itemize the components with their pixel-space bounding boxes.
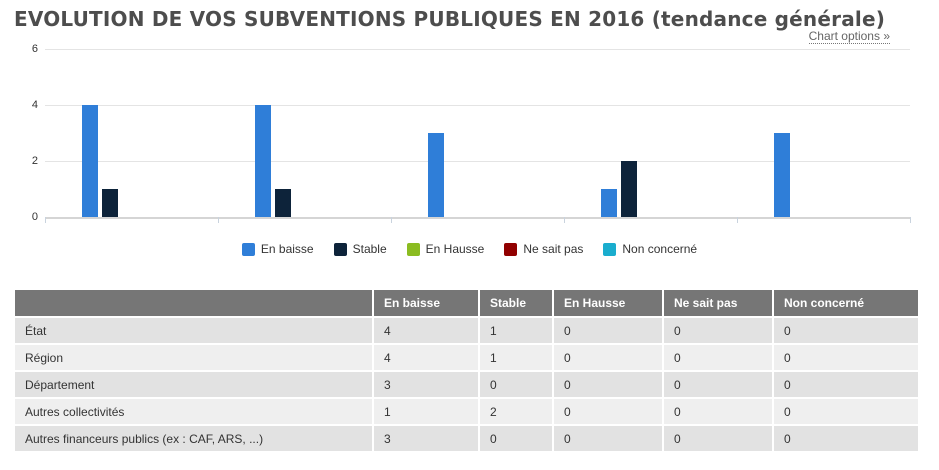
chart-options-row: Chart options » bbox=[808, 29, 890, 44]
bar-stable-tat bbox=[102, 189, 118, 217]
x-axis-tick bbox=[218, 217, 219, 223]
bar-stable-r-gion bbox=[275, 189, 291, 217]
legend-item-stable[interactable]: Stable bbox=[333, 242, 387, 256]
results-table: En baisse Stable En Hausse Ne sait pas Non c… bbox=[13, 288, 920, 453]
cell-ne-sait-pas: 0 bbox=[664, 345, 772, 370]
cell-ne-sait-pas: 0 bbox=[664, 372, 772, 397]
table-row: Département 3 0 0 0 0 bbox=[15, 372, 918, 397]
cell-stable: 2 bbox=[480, 399, 552, 424]
legend-item-non-concern[interactable]: Non concerné bbox=[603, 242, 697, 256]
column-header-stable: Stable bbox=[480, 290, 552, 316]
cell-en-hausse: 0 bbox=[554, 426, 662, 451]
cell-en-baisse: 4 bbox=[374, 318, 478, 343]
chart-options-link[interactable]: Chart options » bbox=[808, 29, 890, 44]
x-axis-tick bbox=[737, 217, 738, 223]
x-axis-line bbox=[45, 217, 911, 219]
cell-ne-sait-pas: 0 bbox=[664, 399, 772, 424]
table-row: Autres financeurs publics (ex : CAF, ARS… bbox=[15, 426, 918, 451]
legend-item-en-hausse[interactable]: En Hausse bbox=[406, 242, 485, 256]
cell-en-baisse: 3 bbox=[374, 426, 478, 451]
column-header-non-concern: Non concerné bbox=[774, 290, 918, 316]
legend-item-ne-sait-pas[interactable]: Ne sait pas bbox=[504, 242, 583, 256]
legend-label: En baisse bbox=[260, 242, 314, 256]
bar-en-baisse-r-gion bbox=[255, 105, 271, 217]
legend-label: Ne sait pas bbox=[523, 242, 584, 256]
page-title: EVOLUTION DE VOS SUBVENTIONS PUBLIQUES E… bbox=[14, 7, 886, 31]
bar-en-baisse-autres-financeurs-publics-ex-caf-ars bbox=[774, 133, 790, 217]
table-header-row: En baisse Stable En Hausse Ne sait pas Non c… bbox=[15, 290, 918, 316]
cell-stable: 0 bbox=[480, 426, 552, 451]
y-axis-tick-label: 0 bbox=[31, 211, 38, 223]
legend-swatch-en-hausse bbox=[406, 242, 420, 256]
cell-non-concern: 0 bbox=[774, 426, 918, 451]
row-label: Région bbox=[15, 345, 372, 370]
legend-swatch-ne-sait-pas bbox=[504, 242, 518, 256]
legend-swatch-non-concern bbox=[603, 242, 617, 256]
legend-item-en-baisse[interactable]: En baisse bbox=[241, 242, 314, 256]
row-label: État bbox=[15, 318, 372, 343]
row-label: Département bbox=[15, 372, 372, 397]
legend-swatch-en-baisse bbox=[241, 242, 255, 256]
legend-label: Non concerné bbox=[622, 242, 698, 256]
cell-non-concern: 0 bbox=[774, 318, 918, 343]
bar-stable-autres-collectivit-s bbox=[621, 161, 637, 217]
row-label: Autres financeurs publics (ex : CAF, ARS… bbox=[15, 426, 372, 451]
bar-en-baisse-tat bbox=[82, 105, 98, 217]
x-axis-tick bbox=[564, 217, 565, 223]
y-axis-tick-label: 4 bbox=[31, 99, 38, 111]
x-axis-tick bbox=[910, 217, 911, 223]
y-axis-tick-label: 2 bbox=[31, 155, 38, 167]
column-header-en-hausse: En Hausse bbox=[554, 290, 662, 316]
cell-ne-sait-pas: 0 bbox=[664, 318, 772, 343]
cell-non-concern: 0 bbox=[774, 399, 918, 424]
cell-stable: 1 bbox=[480, 318, 552, 343]
legend-label: Stable bbox=[352, 242, 387, 256]
table-header: En baisse Stable En Hausse Ne sait pas Non c… bbox=[15, 290, 918, 316]
y-gridline bbox=[45, 49, 910, 50]
chart-legend: En baisse Stable En Hausse Ne sait pas Non c… bbox=[0, 242, 939, 256]
cell-en-hausse: 0 bbox=[554, 372, 662, 397]
cell-en-hausse: 0 bbox=[554, 345, 662, 370]
cell-en-baisse: 4 bbox=[374, 345, 478, 370]
cell-ne-sait-pas: 0 bbox=[664, 426, 772, 451]
table-row: Autres collectivités 1 2 0 0 0 bbox=[15, 399, 918, 424]
cell-stable: 1 bbox=[480, 345, 552, 370]
cell-stable: 0 bbox=[480, 372, 552, 397]
cell-en-hausse: 0 bbox=[554, 399, 662, 424]
y-axis-tick-label: 6 bbox=[31, 43, 38, 55]
column-header-ne-sait-pas: Ne sait pas bbox=[664, 290, 772, 316]
y-gridline bbox=[45, 105, 910, 106]
cell-non-concern: 0 bbox=[774, 345, 918, 370]
cell-en-baisse: 3 bbox=[374, 372, 478, 397]
x-axis-tick bbox=[45, 217, 46, 223]
legend-label: En Hausse bbox=[425, 242, 485, 256]
bar-en-baisse-autres-collectivit-s bbox=[601, 189, 617, 217]
legend-swatch-stable bbox=[333, 242, 347, 256]
bar-chart: 0 2 4 6 bbox=[0, 43, 939, 243]
y-gridline bbox=[45, 161, 910, 162]
cell-en-hausse: 0 bbox=[554, 318, 662, 343]
cell-non-concern: 0 bbox=[774, 372, 918, 397]
cell-en-baisse: 1 bbox=[374, 399, 478, 424]
column-header-en-baisse: En baisse bbox=[374, 290, 478, 316]
table-body: État 4 1 0 0 0 Région 4 1 0 0 0 Département 3 0 0 0 0 Autr… bbox=[15, 318, 918, 451]
row-label: Autres collectivités bbox=[15, 399, 372, 424]
bar-en-baisse-d-partement bbox=[428, 133, 444, 217]
x-axis-tick bbox=[391, 217, 392, 223]
table-row: Région 4 1 0 0 0 bbox=[15, 345, 918, 370]
table-row: État 4 1 0 0 0 bbox=[15, 318, 918, 343]
corner-header-cell bbox=[15, 290, 372, 316]
